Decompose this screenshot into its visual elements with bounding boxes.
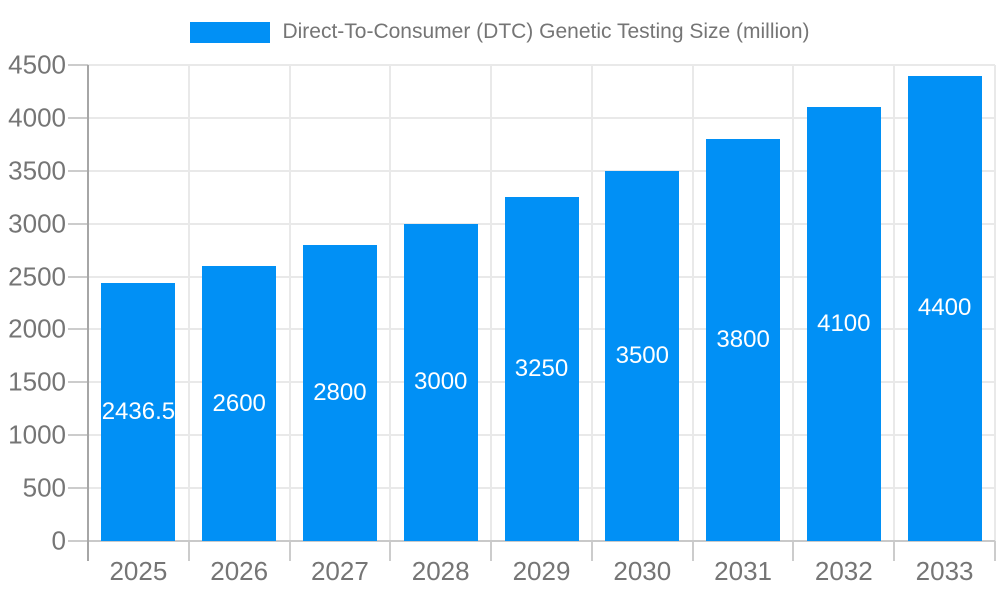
- plot-area: 2436.5 2600 2800 3000 3250 3500 3800 4100 4400: [68, 64, 996, 561]
- x-tick-label: 2027: [310, 556, 369, 586]
- bar[interactable]: [706, 139, 781, 541]
- x-tick-label: 2032: [814, 556, 873, 586]
- bar-value-label: 2600: [212, 389, 266, 417]
- bar[interactable]: [202, 266, 277, 541]
- gridline: [590, 65, 593, 541]
- x-tick-label: 2025: [109, 556, 168, 586]
- legend-label: Direct-To-Consumer (DTC) Genetic Testing…: [282, 20, 810, 43]
- bar[interactable]: [806, 107, 881, 541]
- gridline: [88, 116, 995, 119]
- y-tick-label: 3000: [8, 208, 66, 239]
- x-tick-mark: [187, 541, 190, 561]
- bar-value-label: 2800: [313, 378, 367, 406]
- y-tick-mark: [68, 275, 88, 278]
- x-tick-mark: [389, 541, 392, 561]
- gridline: [792, 65, 795, 541]
- y-tick-label: 500: [22, 472, 66, 503]
- bar-value-label: 3250: [514, 355, 569, 383]
- bar-value-label: 3000: [413, 368, 468, 396]
- x-tick-mark: [691, 541, 694, 561]
- bar-value-label: 3500: [615, 341, 669, 369]
- y-tick-label: 2500: [8, 261, 66, 292]
- y-tick-mark: [68, 434, 88, 437]
- legend-swatch-icon: [190, 21, 271, 43]
- gridline: [691, 65, 694, 541]
- x-tick-label: 2028: [411, 556, 470, 586]
- y-tick-label: 4500: [8, 49, 66, 80]
- y-tick-label: 0: [51, 525, 66, 556]
- bar[interactable]: [302, 244, 377, 541]
- gridline: [88, 64, 995, 66]
- y-axis-line: [87, 65, 89, 561]
- bar-value-label: 2436.5: [101, 398, 176, 426]
- gridline: [288, 65, 291, 541]
- bar-value-label: 4400: [917, 294, 972, 322]
- y-tick-label: 1500: [8, 366, 66, 397]
- bar[interactable]: [403, 223, 478, 541]
- x-tick-mark: [490, 541, 493, 561]
- x-tick-label: 2033: [915, 556, 974, 586]
- y-tick-mark: [68, 381, 88, 384]
- bar[interactable]: [504, 197, 579, 541]
- gridline: [88, 169, 995, 172]
- x-tick-mark: [590, 541, 593, 561]
- gridline: [893, 65, 896, 541]
- x-tick-label: 2030: [613, 556, 672, 586]
- y-tick-mark: [68, 487, 88, 490]
- bar[interactable]: [605, 170, 680, 541]
- x-tick-label: 2031: [714, 556, 773, 586]
- gridline: [389, 65, 392, 541]
- y-tick-label: 1000: [8, 419, 66, 450]
- x-tick-label: 2026: [210, 556, 269, 586]
- x-tick-label: 2029: [512, 556, 571, 586]
- x-tick-mark: [792, 541, 795, 561]
- y-tick-mark: [68, 540, 88, 542]
- x-tick-mark: [893, 541, 896, 561]
- bar-value-label: 4100: [817, 310, 871, 338]
- y-tick-label: 4000: [8, 102, 66, 133]
- y-tick-mark: [68, 64, 88, 66]
- y-tick-mark: [68, 116, 88, 119]
- x-tick-mark: [994, 541, 996, 561]
- x-axis-line: [88, 540, 995, 542]
- y-tick-label: 2000: [8, 313, 66, 344]
- gridline: [994, 65, 996, 541]
- bar[interactable]: [101, 283, 176, 541]
- legend[interactable]: Direct-To-Consumer (DTC) Genetic Testing…: [0, 12, 1000, 52]
- y-tick-mark: [68, 222, 88, 225]
- x-tick-mark: [288, 541, 291, 561]
- y-tick-mark: [68, 328, 88, 331]
- y-tick-mark: [68, 169, 88, 172]
- bar[interactable]: [907, 75, 982, 541]
- bar-value-label: 3800: [716, 326, 770, 353]
- y-tick-label: 3500: [8, 155, 66, 186]
- gridline: [490, 65, 493, 541]
- gridline: [187, 65, 190, 541]
